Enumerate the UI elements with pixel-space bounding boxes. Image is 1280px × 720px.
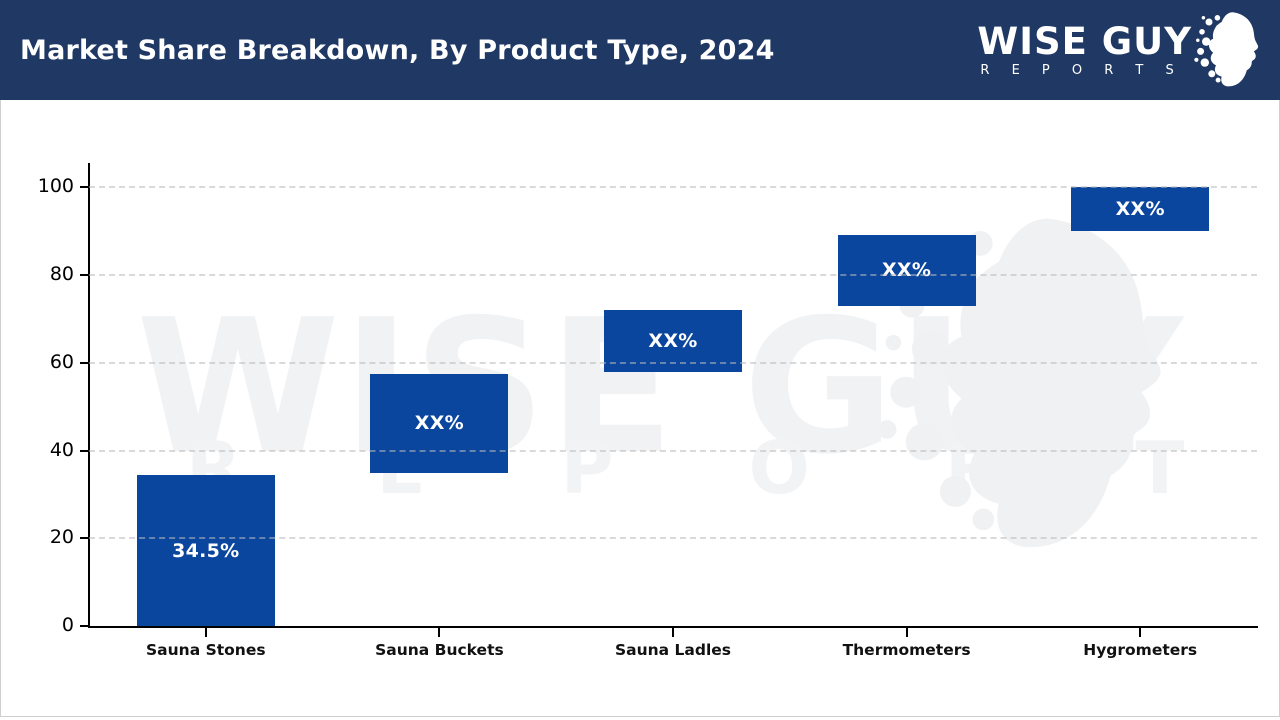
x-category-label: Sauna Ladles (614, 641, 732, 659)
y-axis-line (88, 163, 90, 628)
x-category-label: Thermometers (842, 641, 971, 659)
y-tick-label: 80 (49, 262, 74, 285)
x-axis-line (88, 626, 1258, 628)
bar-hygrometers: XX% (1071, 187, 1210, 231)
logo-text: WISE GUY R E P O R T S (977, 23, 1192, 77)
gridline (89, 449, 1257, 452)
gridline (89, 537, 1257, 540)
gridline (89, 186, 1257, 189)
bar-sauna-buckets: XX% (370, 373, 509, 473)
bar-value-label: XX% (414, 412, 465, 435)
x-category-label: Sauna Stones (146, 641, 266, 659)
bar-value-label: XX% (881, 259, 932, 282)
gridline (89, 273, 1257, 276)
logo-wordmark: WISE GUY (977, 20, 1192, 63)
logo-face-icon (1194, 12, 1259, 87)
logo-subtitle: R E P O R T S (980, 63, 1183, 78)
x-tick-mark (905, 628, 908, 637)
y-tick-label: 100 (37, 175, 74, 198)
bar-value-label: 34.5% (172, 539, 240, 562)
bar-value-label: XX% (648, 329, 698, 352)
y-tick-label: 40 (49, 438, 74, 461)
x-tick-mark (672, 628, 674, 637)
chart-canvas: WISE GUY R E P O R T S 02040608010034.5%… (0, 100, 1280, 717)
y-tick-mark (80, 273, 89, 276)
gridline (89, 361, 1257, 364)
plot-area: 0 20 40 60 80 100 34.5% Sauna Stones XX% Sauna Bu… (1, 100, 1280, 720)
y-tick-mark (80, 449, 89, 452)
y-tick-mark (80, 537, 89, 540)
wiseguy-logo: WISE GUY R E P O R T S (977, 8, 1266, 92)
page-title: Market Share Breakdown, By Product Type,… (20, 34, 775, 66)
x-tick-mark (1139, 628, 1142, 637)
header-bar: Market Share Breakdown, By Product Type,… (0, 0, 1280, 100)
x-tick-mark (438, 628, 441, 637)
bar-thermometers: XX% (837, 235, 976, 306)
x-tick-mark (204, 628, 207, 637)
y-tick-mark (80, 186, 89, 189)
y-tick-mark (80, 361, 89, 364)
bar-sauna-stones: 34.5% (136, 474, 275, 627)
y-tick-label: 60 (49, 350, 74, 373)
x-category-label: Sauna Buckets (375, 641, 504, 659)
bar-value-label: XX% (1115, 198, 1165, 220)
bar-sauna-ladles: XX% (604, 310, 742, 372)
y-tick-mark (80, 625, 89, 628)
y-tick-label: 0 (61, 614, 74, 637)
y-tick-label: 20 (49, 526, 74, 549)
x-category-label: Hygrometers (1083, 641, 1198, 659)
